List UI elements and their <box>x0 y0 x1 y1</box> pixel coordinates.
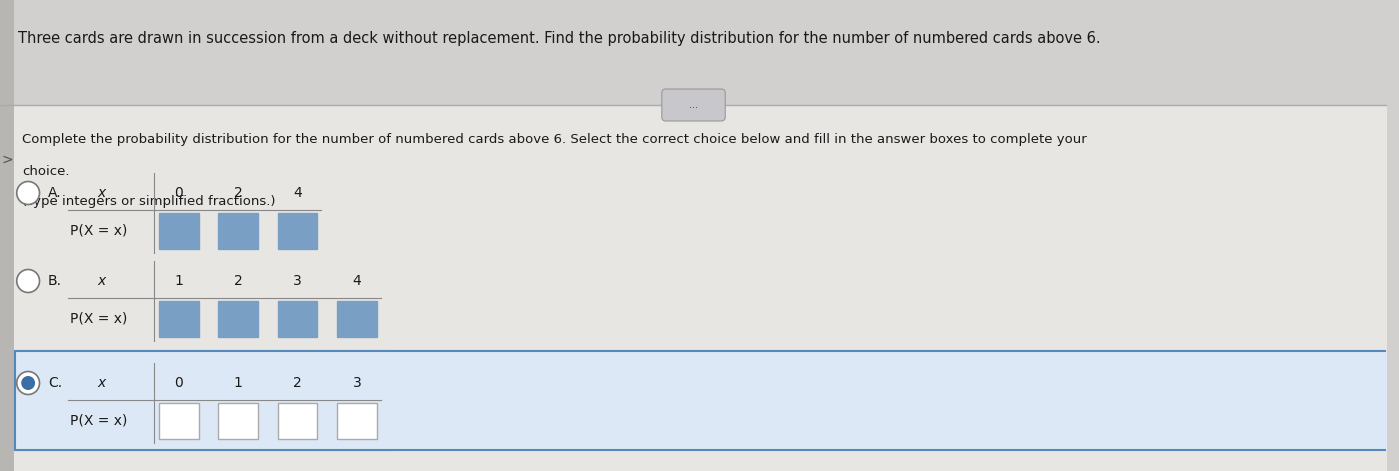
Text: >: > <box>1 153 13 167</box>
Bar <box>15 351 1386 450</box>
Text: 3: 3 <box>294 274 302 288</box>
Text: C.: C. <box>48 376 62 390</box>
Text: 4: 4 <box>353 274 361 288</box>
Circle shape <box>17 181 39 204</box>
Circle shape <box>21 376 35 390</box>
Text: 4: 4 <box>294 186 302 200</box>
Text: B.: B. <box>48 274 62 288</box>
Text: P(X = x): P(X = x) <box>70 312 127 326</box>
Text: 0: 0 <box>175 376 183 390</box>
FancyBboxPatch shape <box>278 213 318 249</box>
Text: 2: 2 <box>234 186 242 200</box>
FancyBboxPatch shape <box>337 403 376 439</box>
Text: Three cards are drawn in succession from a deck without replacement. Find the pr: Three cards are drawn in succession from… <box>18 31 1101 46</box>
Text: 2: 2 <box>294 376 302 390</box>
Text: (Type integers or simplified fractions.): (Type integers or simplified fractions.) <box>22 195 276 208</box>
Text: x: x <box>98 376 106 390</box>
Text: choice.: choice. <box>22 165 70 178</box>
Text: 0: 0 <box>175 186 183 200</box>
FancyBboxPatch shape <box>218 403 257 439</box>
Text: 2: 2 <box>234 274 242 288</box>
FancyBboxPatch shape <box>218 213 257 249</box>
FancyBboxPatch shape <box>662 89 725 121</box>
Text: x: x <box>98 274 106 288</box>
FancyBboxPatch shape <box>278 301 318 337</box>
Text: A.: A. <box>48 186 62 200</box>
Text: 3: 3 <box>353 376 361 390</box>
FancyBboxPatch shape <box>337 301 376 337</box>
Bar <box>0 105 1386 471</box>
Text: 1: 1 <box>175 274 183 288</box>
Text: Complete the probability distribution for the number of numbered cards above 6. : Complete the probability distribution fo… <box>22 133 1087 146</box>
Circle shape <box>17 372 39 395</box>
Bar <box>15 351 390 450</box>
FancyBboxPatch shape <box>159 403 199 439</box>
Bar <box>0 0 1386 105</box>
Text: P(X = x): P(X = x) <box>70 224 127 238</box>
Bar <box>0 0 14 471</box>
Text: P(X = x): P(X = x) <box>70 414 127 428</box>
Text: 1: 1 <box>234 376 242 390</box>
FancyBboxPatch shape <box>159 213 199 249</box>
Circle shape <box>17 269 39 292</box>
FancyBboxPatch shape <box>278 403 318 439</box>
Text: ...: ... <box>690 100 698 110</box>
Text: x: x <box>98 186 106 200</box>
FancyBboxPatch shape <box>159 301 199 337</box>
FancyBboxPatch shape <box>218 301 257 337</box>
